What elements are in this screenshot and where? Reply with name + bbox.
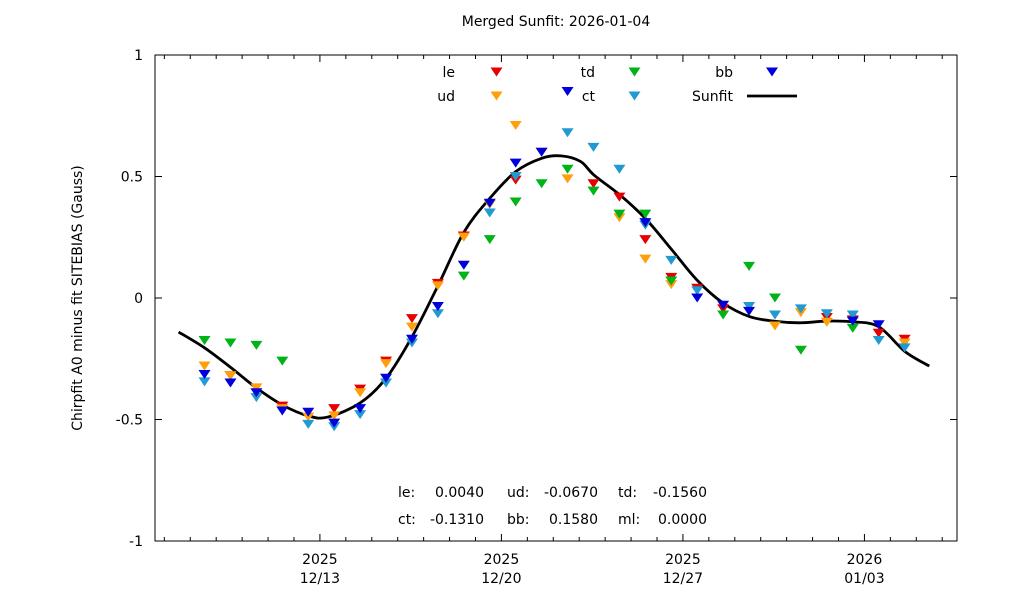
svg-text:01/03: 01/03 (844, 571, 884, 587)
svg-text:td: td (581, 65, 595, 81)
coef-key-ml: ml: (618, 512, 640, 528)
series-bb-markers (198, 86, 885, 428)
svg-text:2025: 2025 (302, 552, 338, 568)
svg-text:12/20: 12/20 (481, 571, 521, 587)
svg-text:2026: 2026 (847, 552, 883, 568)
coef-value-ml: 0.0000 (658, 512, 707, 528)
svg-text:-0.5: -0.5 (116, 413, 143, 429)
coef-key-ct: ct: (398, 512, 416, 528)
svg-text:le: le (442, 65, 455, 81)
chart-title: Merged Sunfit: 2026-01-04 (461, 14, 651, 30)
sunfit-line (177, 154, 930, 420)
legend-entry-bb: bb (715, 65, 778, 81)
svg-text:0.5: 0.5 (121, 170, 143, 186)
legend-entry-ct: ct (582, 89, 641, 105)
svg-text:-1: -1 (129, 534, 143, 550)
x-axis-tick-labels: 2025 12/13 2025 12/20 2025 12/27 2026 01/03 (300, 552, 885, 587)
coef-value-bb: 0.1580 (549, 512, 598, 528)
svg-text:2025: 2025 (665, 552, 701, 568)
series-td-markers (198, 164, 859, 366)
fit-coefficients-annotation: le: 0.0040 ud: -0.0670 td: -0.1560 ct: -0.1310 b… (398, 485, 707, 528)
svg-text:1: 1 (134, 48, 143, 64)
series-ct-markers (198, 128, 911, 432)
y-axis-ticks: 1 0.5 0 -0.5 -1 (116, 48, 957, 550)
coef-value-le: 0.0040 (435, 485, 484, 501)
legend-entry-Sunfit: Sunfit (692, 89, 797, 105)
svg-text:ct: ct (582, 89, 596, 105)
legend-entry-td: td (581, 65, 641, 81)
svg-text:12/13: 12/13 (300, 571, 340, 587)
series-ud-markers (198, 120, 911, 422)
svg-text:bb: bb (715, 65, 733, 81)
svg-text:12/27: 12/27 (663, 571, 703, 587)
series-le-markers (224, 175, 911, 414)
svg-text:0: 0 (134, 291, 143, 307)
svg-text:ud: ud (437, 89, 455, 105)
coef-key-le: le: (398, 485, 415, 501)
coef-key-bb: bb: (507, 512, 530, 528)
legend-entry-ud: ud (437, 89, 503, 105)
coef-value-ct: -0.1310 (430, 512, 484, 528)
plot-border (154, 54, 958, 542)
svg-text:2025: 2025 (484, 552, 520, 568)
coef-value-ud: -0.0670 (544, 485, 598, 501)
x-axis-ticks (163, 55, 943, 541)
legend: le td bb ud ct Sunfit (437, 65, 797, 105)
coef-key-td: td: (618, 485, 637, 501)
coef-value-td: -0.1560 (653, 485, 707, 501)
coef-key-ud: ud: (507, 485, 529, 501)
svg-text:Sunfit: Sunfit (692, 89, 733, 105)
legend-entry-le: le (442, 65, 503, 81)
